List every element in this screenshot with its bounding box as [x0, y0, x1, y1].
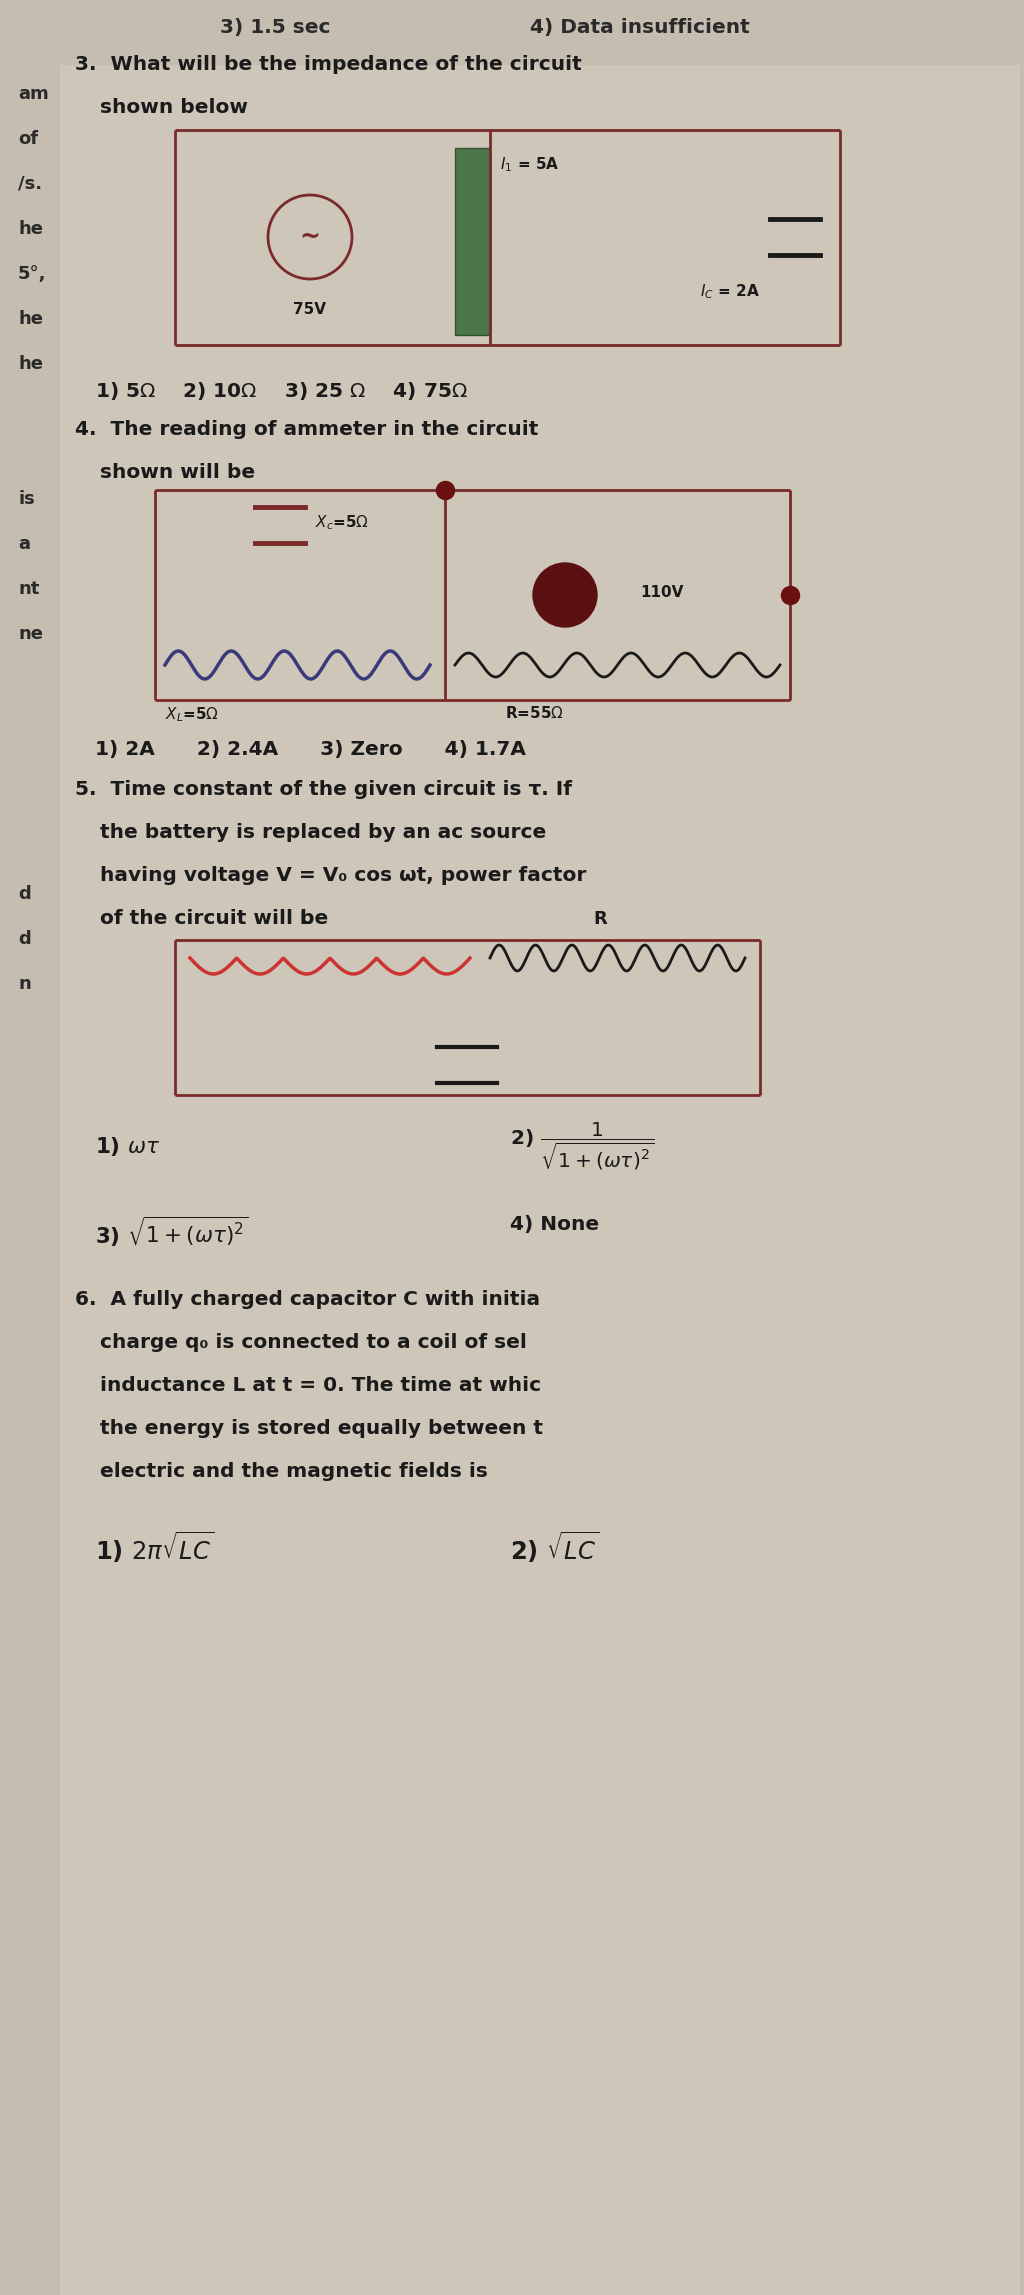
- Text: of: of: [18, 131, 38, 147]
- Text: is: is: [18, 491, 35, 507]
- Text: shown below: shown below: [100, 99, 248, 117]
- Text: the energy is stored equally between t: the energy is stored equally between t: [100, 1418, 543, 1439]
- Text: 110V: 110V: [640, 585, 683, 599]
- Text: R=55$\Omega$: R=55$\Omega$: [505, 705, 564, 721]
- Text: 1) $\omega\tau$: 1) $\omega\tau$: [95, 1136, 161, 1159]
- Text: $I_1$ = 5A: $I_1$ = 5A: [500, 156, 559, 174]
- Text: 2) $\dfrac{1}{\sqrt{1+(\omega\tau)^2}}$: 2) $\dfrac{1}{\sqrt{1+(\omega\tau)^2}}$: [510, 1120, 654, 1170]
- Text: he: he: [18, 220, 43, 239]
- Text: 3) 1.5 sec: 3) 1.5 sec: [220, 18, 331, 37]
- Text: he: he: [18, 356, 43, 374]
- Text: nt: nt: [18, 581, 39, 599]
- Text: d: d: [18, 886, 31, 902]
- Text: 5.  Time constant of the given circuit is τ. If: 5. Time constant of the given circuit is…: [75, 780, 572, 799]
- Text: 2) $\sqrt{LC}$: 2) $\sqrt{LC}$: [510, 1531, 599, 1565]
- Text: 4) Data insufficient: 4) Data insufficient: [530, 18, 750, 37]
- Text: L: L: [299, 911, 310, 927]
- Text: the battery is replaced by an ac source: the battery is replaced by an ac source: [100, 824, 546, 842]
- Text: 1) 5$\Omega$    2) 10$\Omega$    3) 25 $\Omega$    4) 75$\Omega$: 1) 5$\Omega$ 2) 10$\Omega$ 3) 25 $\Omega…: [95, 381, 468, 402]
- Text: 75V: 75V: [294, 303, 327, 317]
- Text: of the circuit will be: of the circuit will be: [100, 909, 329, 927]
- Bar: [455, 147, 490, 335]
- Text: $X_c$=5$\Omega$: $X_c$=5$\Omega$: [315, 514, 369, 532]
- Text: am: am: [18, 85, 49, 103]
- Text: shown will be: shown will be: [100, 464, 255, 482]
- Circle shape: [534, 562, 597, 627]
- Text: 1) 2A      2) 2.4A      3) Zero      4) 1.7A: 1) 2A 2) 2.4A 3) Zero 4) 1.7A: [95, 739, 526, 760]
- Text: 1) $2\pi\sqrt{LC}$: 1) $2\pi\sqrt{LC}$: [95, 1531, 214, 1565]
- Text: ~: ~: [300, 225, 321, 248]
- Text: charge q₀ is connected to a coil of sel: charge q₀ is connected to a coil of sel: [100, 1333, 527, 1352]
- Text: 5°,: 5°,: [18, 264, 46, 282]
- Text: ne: ne: [18, 624, 43, 643]
- Text: electric and the magnetic fields is: electric and the magnetic fields is: [100, 1462, 487, 1480]
- Text: a: a: [18, 535, 30, 553]
- Text: he: he: [18, 310, 43, 328]
- Text: d: d: [18, 929, 31, 948]
- Text: /s.: /s.: [18, 174, 42, 193]
- Text: 4.  The reading of ammeter in the circuit: 4. The reading of ammeter in the circuit: [75, 420, 539, 438]
- Text: $I_C$ = 2A: $I_C$ = 2A: [700, 282, 760, 301]
- Text: 4) None: 4) None: [510, 1214, 599, 1235]
- Text: 3.  What will be the impedance of the circuit: 3. What will be the impedance of the cir…: [75, 55, 582, 73]
- Text: 6.  A fully charged capacitor C with initia: 6. A fully charged capacitor C with init…: [75, 1290, 540, 1308]
- Text: having voltage V = V₀ cos ωt, power factor: having voltage V = V₀ cos ωt, power fact…: [100, 865, 587, 886]
- Text: 3) $\sqrt{1+(\omega\tau)^2}$: 3) $\sqrt{1+(\omega\tau)^2}$: [95, 1214, 249, 1248]
- Text: R: R: [593, 911, 607, 927]
- Text: n: n: [18, 975, 31, 994]
- Text: inductance L at t = 0. The time at whic: inductance L at t = 0. The time at whic: [100, 1377, 541, 1395]
- Text: $X_L$=5$\Omega$: $X_L$=5$\Omega$: [165, 705, 219, 723]
